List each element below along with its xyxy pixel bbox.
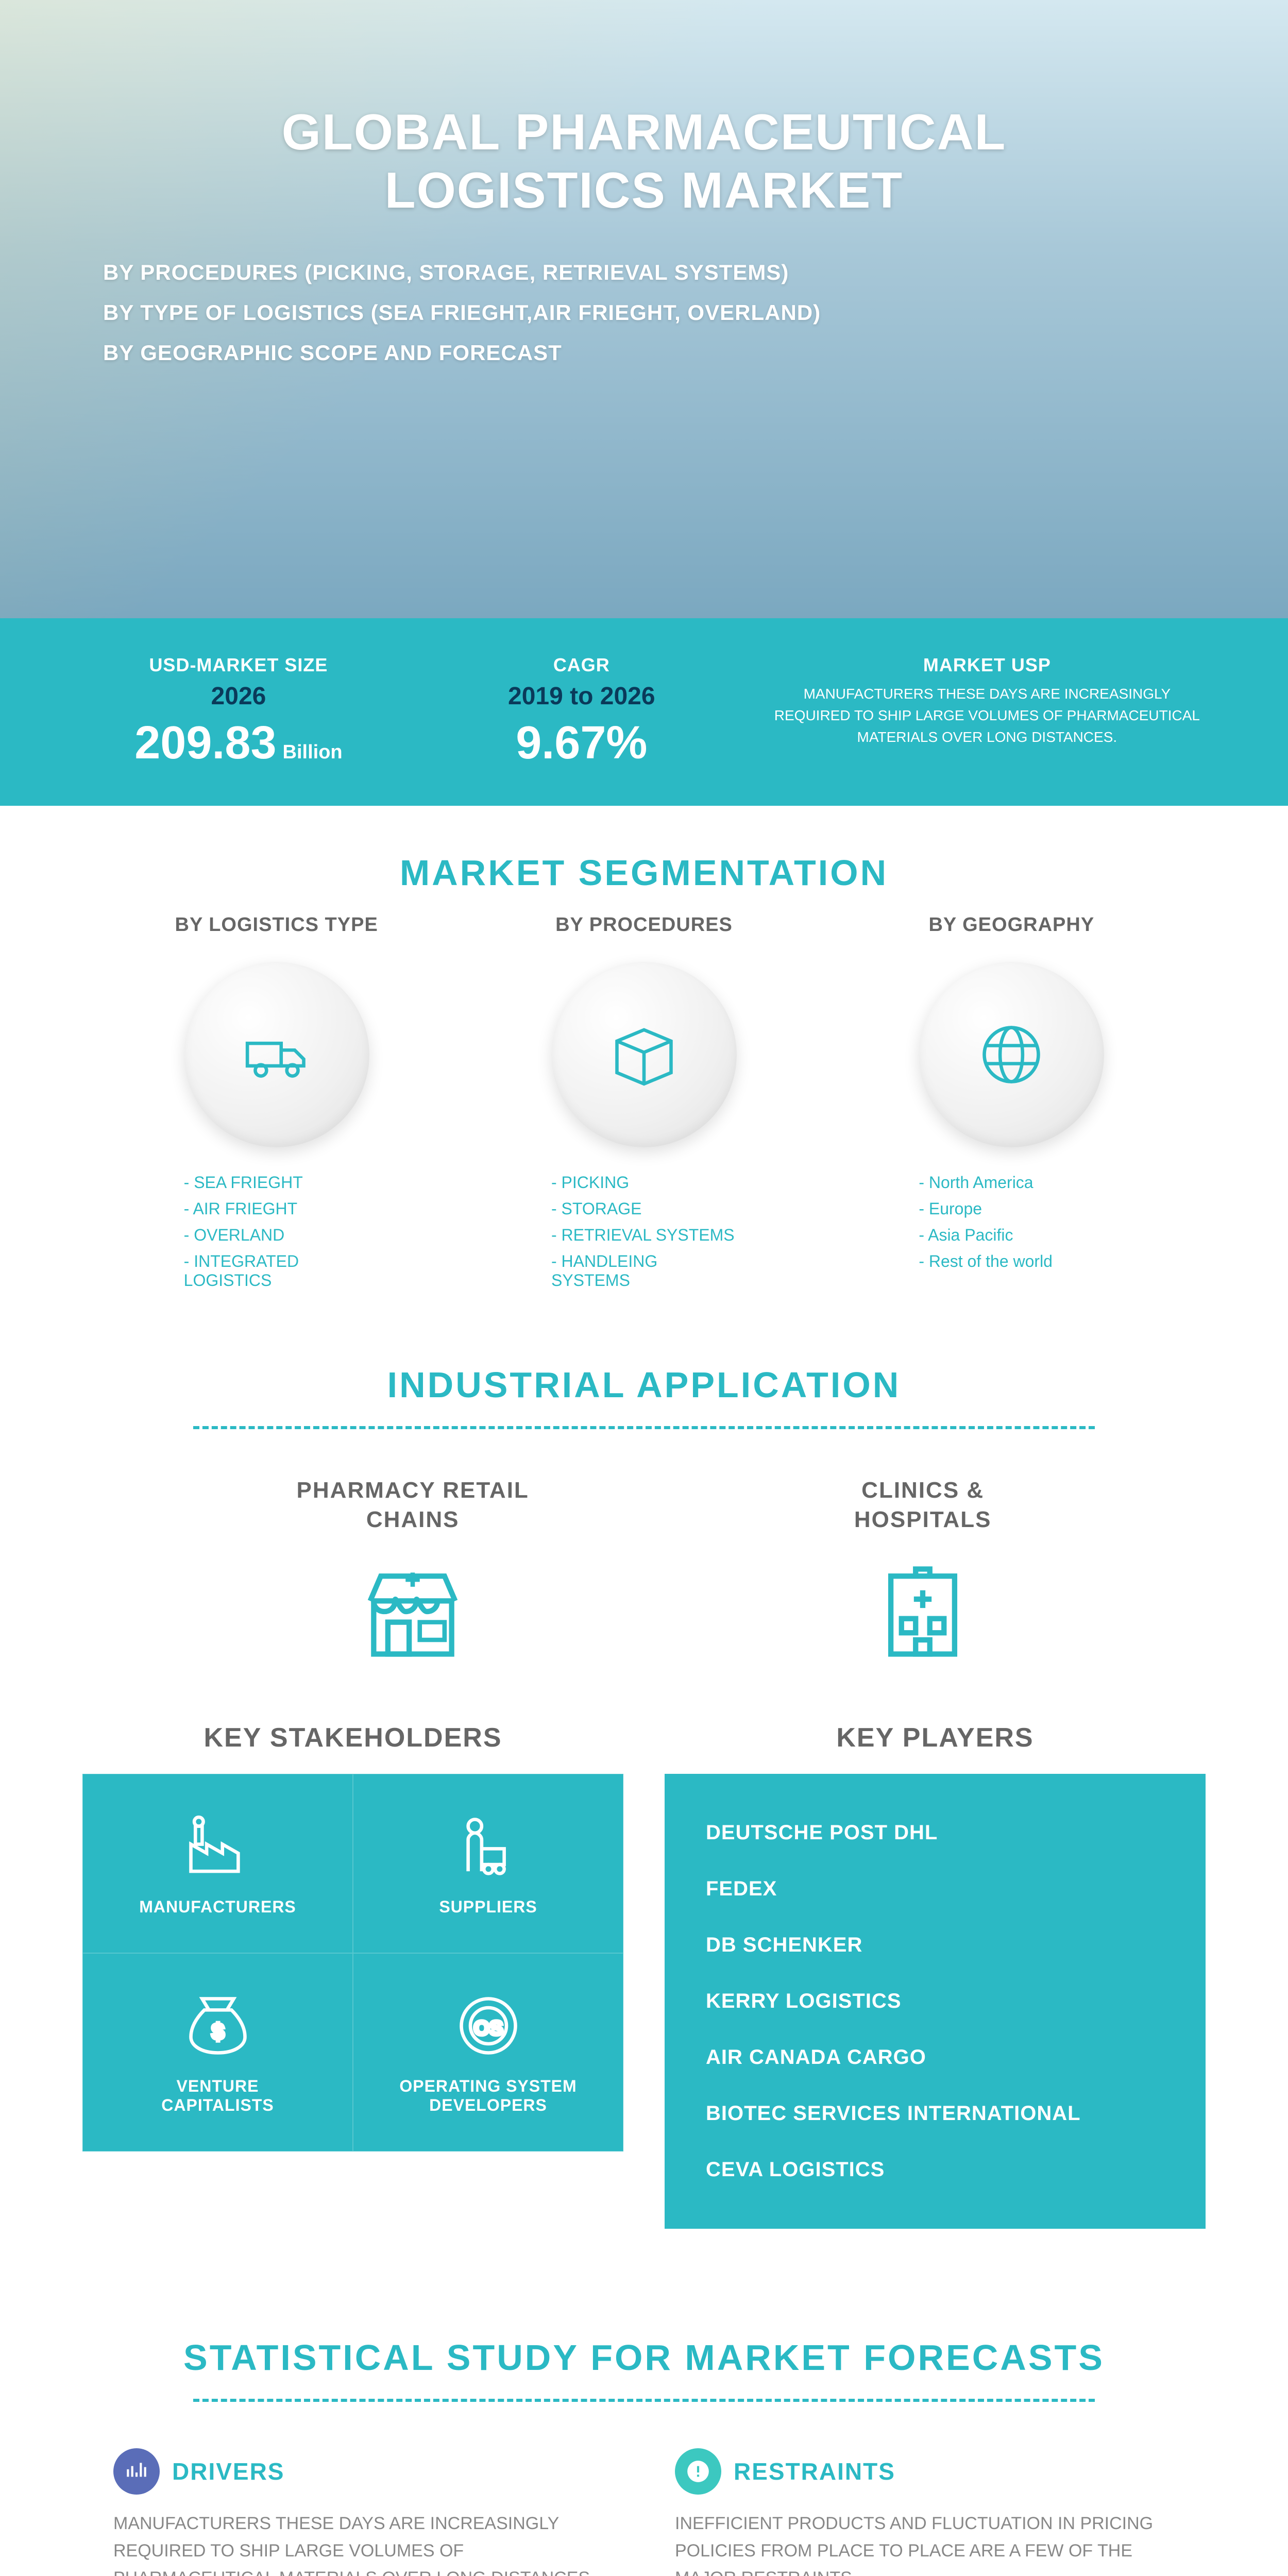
svg-text:OS: OS <box>473 2017 503 2040</box>
segmentation-title: MARKET SEGMENTATION <box>0 806 1288 914</box>
industrial-app-row: PHARMACY RETAILCHAINS CLINICS &HOSPITALS <box>0 1460 1288 1722</box>
industrial-title: INDUSTRIAL APPLICATION <box>0 1318 1288 1426</box>
supplier-icon <box>369 1810 607 1885</box>
stakeholder-1: SUPPLIERS <box>353 1774 623 1953</box>
svg-text:$: $ <box>211 2020 224 2045</box>
hero-sub-3: BY GEOGRAPHIC SCOPE AND FORECAST <box>103 341 1185 365</box>
seg-col-0: BY LOGISTICS TYPE - SEA FRIEGHT- AIR FRI… <box>93 914 460 1297</box>
factory-icon <box>98 1810 337 1885</box>
stakeholders-title: KEY STAKEHOLDERS <box>82 1722 623 1753</box>
moneybag-icon: $ <box>98 1990 337 2064</box>
stat-cagr: CAGR 2019 to 2026 9.67% <box>426 654 738 770</box>
stakeholder-3: OS OPERATING SYSTEMDEVELOPERS <box>353 1953 623 2151</box>
app-col-1: CLINICS &HOSPITALS <box>854 1476 992 1671</box>
page-title: GLOBAL PHARMACEUTICALLOGISTICS MARKET <box>103 103 1185 219</box>
player-6: CEVA LOGISTICS <box>706 2142 1164 2198</box>
player-2: DB SCHENKER <box>706 1917 1164 1973</box>
hospital-icon <box>854 1555 992 1671</box>
globe-icon <box>919 962 1104 1147</box>
app-col-0: PHARMACY RETAILCHAINS <box>297 1476 529 1671</box>
box-icon <box>551 962 737 1147</box>
player-4: AIR CANADA CARGO <box>706 2029 1164 2086</box>
players-list: DEUTSCHE POST DHLFEDEXDB SCHENKERKERRY L… <box>665 1774 1206 2229</box>
dash-divider <box>193 1426 1095 1429</box>
restraints-icon <box>675 2448 721 2495</box>
seg-col-1: BY PROCEDURES - PICKING- STORAGE- RETRIE… <box>460 914 827 1297</box>
forecast-row: DRIVERS MANUFACTURERS THESE DAYS ARE INC… <box>0 2433 1288 2576</box>
seg-col-2: BY GEOGRAPHY - North America- Europe- As… <box>828 914 1195 1297</box>
drivers-icon <box>113 2448 160 2495</box>
os-icon: OS <box>369 1990 607 2064</box>
stat-market-size: USD-MARKET SIZE 2026 209.83Billion <box>82 654 395 770</box>
restraints-text: INEFFICIENT PRODUCTS AND FLUCTUATION IN … <box>675 2510 1175 2576</box>
hero-subtitles: BY PROCEDURES (PICKING, STORAGE, RETRIEV… <box>103 260 1185 365</box>
player-3: KERRY LOGISTICS <box>706 1973 1164 2029</box>
players-title: KEY PLAYERS <box>665 1722 1206 1753</box>
truck-icon <box>184 962 369 1147</box>
segmentation-row: BY LOGISTICS TYPE - SEA FRIEGHT- AIR FRI… <box>0 914 1288 1318</box>
hero-sub-2: BY TYPE OF LOGISTICS (SEA FRIEGHT,AIR FR… <box>103 300 1185 325</box>
player-0: DEUTSCHE POST DHL <box>706 1805 1164 1861</box>
stat-bar: USD-MARKET SIZE 2026 209.83Billion CAGR … <box>0 618 1288 806</box>
player-5: BIOTEC SERVICES INTERNATIONAL <box>706 2086 1164 2142</box>
stakeholder-0: MANUFACTURERS <box>82 1774 353 1953</box>
forecast-title: STATISTICAL STUDY FOR MARKET FORECASTS <box>0 2291 1288 2399</box>
stakeholders-grid: MANUFACTURERS SUPPLIERS$ VENTURECAPITALI… <box>82 1774 623 2151</box>
drivers-text: MANUFACTURERS THESE DAYS ARE INCREASINGL… <box>113 2510 613 2576</box>
hero-sub-1: BY PROCEDURES (PICKING, STORAGE, RETRIEV… <box>103 260 1185 285</box>
stat-usp: MARKET USP MANUFACTURERS THESE DAYS ARE … <box>769 654 1206 770</box>
stakeholder-2: $ VENTURECAPITALISTS <box>82 1953 353 2151</box>
player-1: FEDEX <box>706 1861 1164 1917</box>
shop-icon <box>297 1555 529 1671</box>
stakeholders-players-row: KEY STAKEHOLDERS MANUFACTURERS SUPPLIERS… <box>0 1722 1288 2291</box>
hero-section: GLOBAL PHARMACEUTICALLOGISTICS MARKET BY… <box>0 0 1288 618</box>
